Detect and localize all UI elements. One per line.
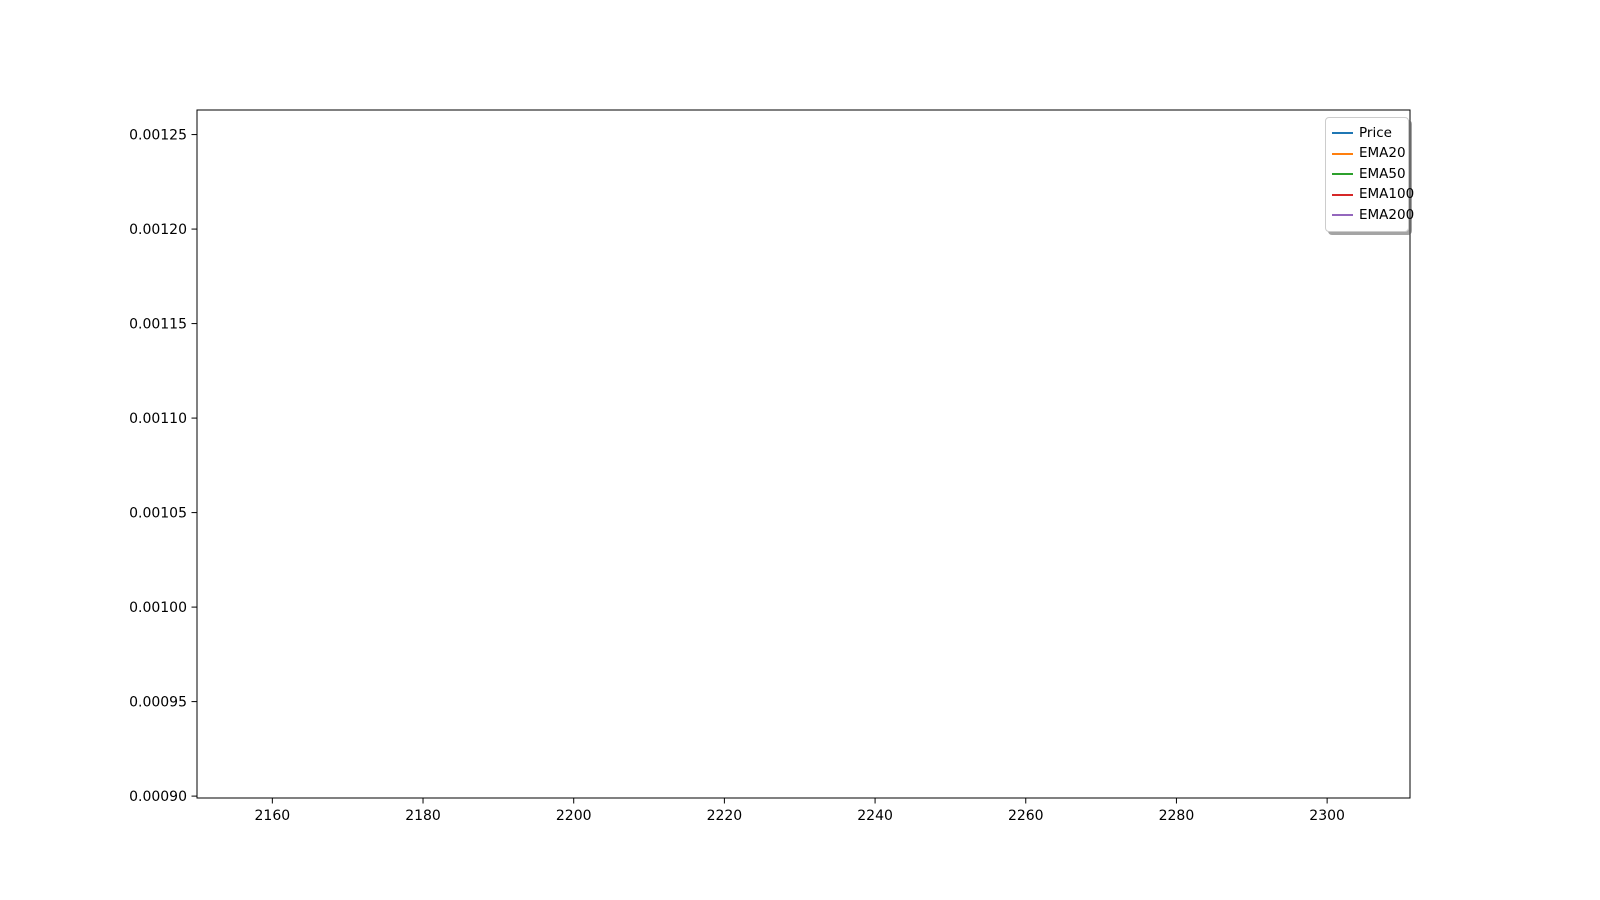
legend-label-price: Price xyxy=(1359,124,1392,141)
y-tick-label: 0.00120 xyxy=(129,222,187,238)
y-tick-label: 0.00105 xyxy=(129,506,187,522)
ema100-line-swatch xyxy=(1332,193,1353,196)
ema50-line-swatch xyxy=(1332,173,1353,176)
axes-layer: 2160 2180 2200 2220 2240 2260 2280 2300 0.00090 0… xyxy=(129,109,1411,824)
legend-entry-ema100: EMA100 xyxy=(1332,185,1414,206)
legend-entry-ema50: EMA50 xyxy=(1332,164,1406,185)
x-tick-label: 2260 xyxy=(1008,808,1044,824)
price-line-swatch xyxy=(1332,132,1353,135)
ema200-line-swatch xyxy=(1332,214,1353,217)
legend-label-ema50: EMA50 xyxy=(1359,165,1406,182)
x-tick-label: 2160 xyxy=(255,808,291,824)
x-tick-label: 2240 xyxy=(857,808,893,824)
legend-entry-ema200: EMA200 xyxy=(1332,205,1414,226)
legend-label-ema200: EMA200 xyxy=(1359,206,1415,223)
legend-label-ema100: EMA100 xyxy=(1359,186,1415,202)
legend-entry-price: Price xyxy=(1332,123,1404,144)
y-tick-label: 0.00125 xyxy=(129,128,187,144)
x-tick-label: 2200 xyxy=(556,808,592,824)
legend-box: Price EMA20 EMA50 EMA100 EMA200 xyxy=(1325,117,1414,232)
axes-spines xyxy=(196,109,1411,799)
y-tick-label: 0.00110 xyxy=(129,411,187,427)
x-tick-label: 2280 xyxy=(1159,808,1195,824)
x-tick-label: 2180 xyxy=(405,808,441,824)
ema20-line-swatch xyxy=(1332,152,1353,155)
y-tick-label: 0.00090 xyxy=(129,789,187,805)
legend-label-ema20: EMA20 xyxy=(1359,145,1406,161)
x-tick-label: 2300 xyxy=(1309,808,1345,824)
x-tick-label: 2220 xyxy=(707,808,743,824)
legend-entry-ema20: EMA20 xyxy=(1332,144,1406,165)
y-tick-label: 0.00100 xyxy=(129,600,187,616)
y-tick-label: 0.00115 xyxy=(129,317,187,333)
y-tick-label: 0.00095 xyxy=(129,695,187,711)
